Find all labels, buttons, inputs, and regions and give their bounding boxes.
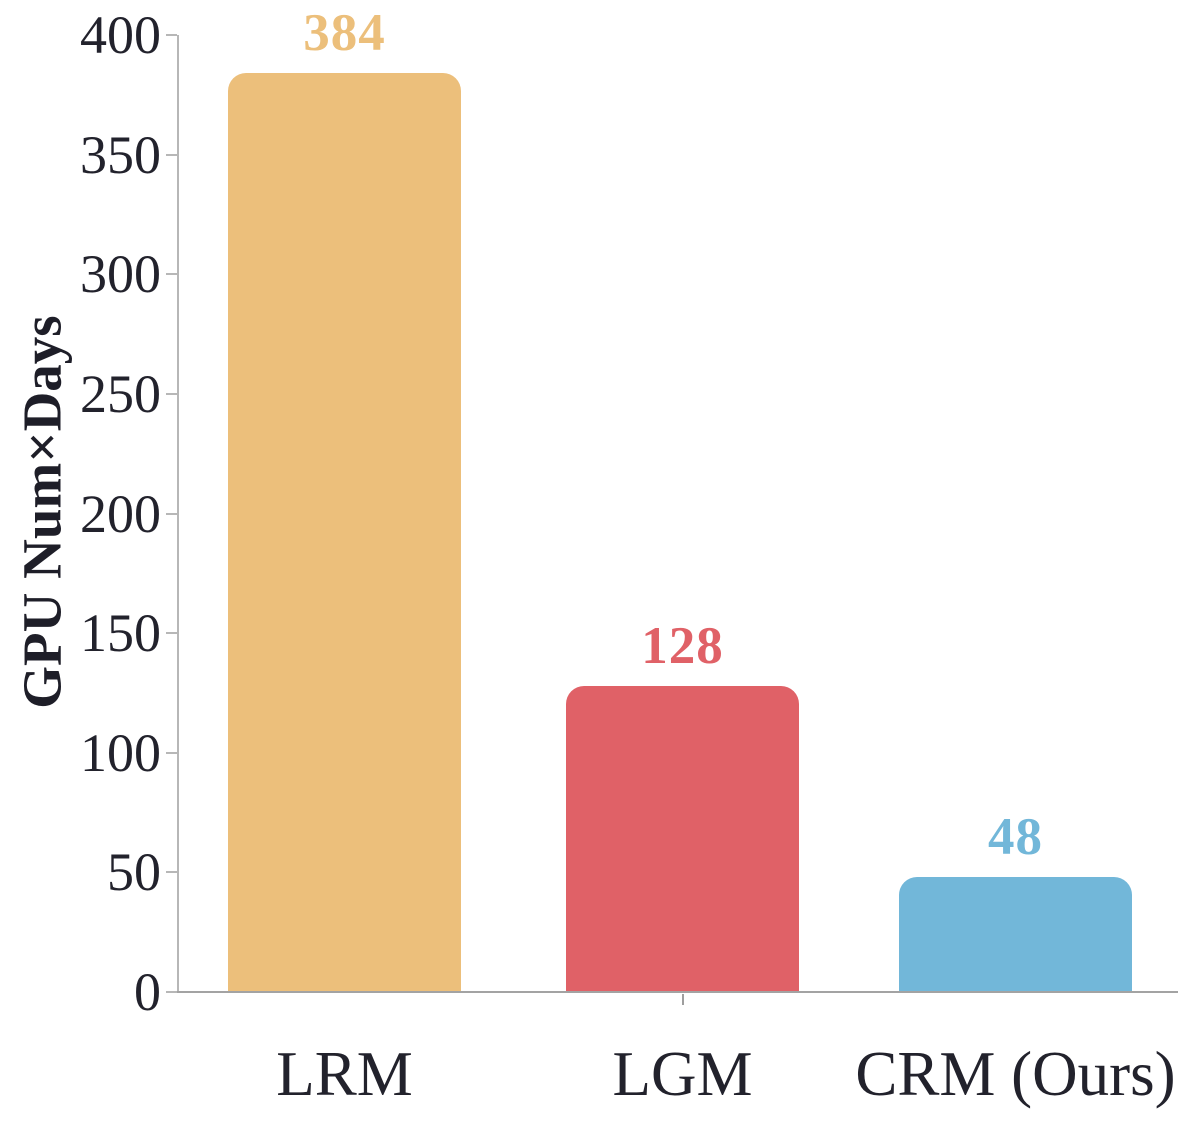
y-tick-label: 200 — [80, 483, 161, 544]
bar-value-label: 384 — [303, 4, 386, 63]
y-tick-mark — [166, 34, 177, 36]
y-tick-mark — [166, 273, 177, 276]
y-tick-label: 350 — [80, 124, 161, 185]
x-category-label-crm-ours: CRM (Ours) — [855, 1039, 1176, 1109]
x-axis-line — [177, 991, 1178, 993]
x-axis-tick — [681, 994, 684, 1005]
y-tick-label: 250 — [80, 363, 161, 424]
y-tick-label: 50 — [107, 842, 161, 903]
y-tick-mark — [166, 751, 177, 754]
y-tick-mark — [166, 153, 177, 156]
y-tick-mark — [166, 871, 177, 874]
y-tick-mark — [166, 512, 177, 515]
y-tick-mark — [166, 632, 177, 635]
y-tick-label: 400 — [80, 5, 161, 65]
y-tick-label: 300 — [80, 244, 161, 305]
x-category-label-lrm: LRM — [276, 1039, 413, 1109]
y-tick-mark — [166, 392, 177, 395]
bar-crm-ours — [899, 877, 1132, 992]
y-axis-line — [177, 35, 179, 992]
plot-area: 400 350 300 250 200 150 100 50 0 384 128 48 — [80, 7, 1178, 1019]
x-category-label-lgm: LGM — [612, 1039, 753, 1109]
bar-value-label: 128 — [641, 616, 724, 675]
y-tick-label: 100 — [80, 722, 161, 783]
y-axis-title: GPU Num×Days — [11, 315, 73, 709]
bar-lrm — [228, 73, 461, 992]
bar-lgm — [566, 685, 799, 992]
y-tick-mark — [166, 991, 177, 993]
y-tick-label: 150 — [80, 603, 161, 664]
bar-value-label: 48 — [988, 808, 1043, 867]
y-tick-label: 0 — [134, 962, 161, 1022]
